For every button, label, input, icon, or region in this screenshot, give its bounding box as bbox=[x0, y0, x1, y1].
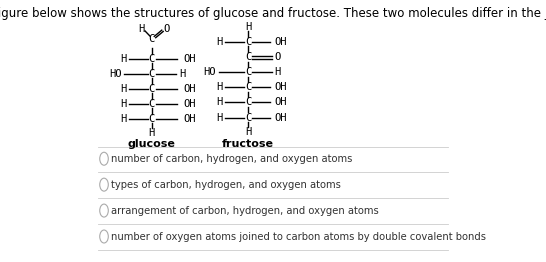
Text: H: H bbox=[179, 69, 185, 79]
Text: fructose: fructose bbox=[222, 139, 274, 149]
Text: OH: OH bbox=[183, 54, 195, 64]
Text: H: H bbox=[216, 83, 223, 92]
Text: types of carbon, hydrogen, and oxygen atoms: types of carbon, hydrogen, and oxygen at… bbox=[111, 180, 341, 190]
Text: OH: OH bbox=[274, 97, 287, 107]
Text: C: C bbox=[149, 99, 155, 109]
Text: H: H bbox=[274, 67, 281, 77]
Text: C: C bbox=[245, 112, 251, 123]
Text: H: H bbox=[120, 99, 126, 109]
Text: O: O bbox=[163, 24, 169, 34]
Text: H: H bbox=[120, 54, 126, 64]
Text: C: C bbox=[149, 84, 155, 94]
Text: C: C bbox=[245, 52, 251, 62]
Text: OH: OH bbox=[274, 83, 287, 92]
Text: OH: OH bbox=[183, 84, 195, 94]
Text: C: C bbox=[149, 54, 155, 64]
Text: H: H bbox=[120, 84, 126, 94]
Text: H: H bbox=[149, 128, 155, 138]
Text: C: C bbox=[149, 34, 155, 44]
Text: C: C bbox=[245, 83, 251, 92]
Text: O: O bbox=[274, 52, 281, 62]
Text: H: H bbox=[245, 127, 251, 137]
Text: H: H bbox=[216, 112, 223, 123]
Text: OH: OH bbox=[183, 99, 195, 109]
Text: C: C bbox=[245, 37, 251, 47]
Text: H: H bbox=[216, 97, 223, 107]
Text: The figure below shows the structures of glucose and fructose. These two molecul: The figure below shows the structures of… bbox=[0, 7, 546, 20]
Text: H: H bbox=[138, 24, 144, 34]
Text: H: H bbox=[120, 114, 126, 124]
Text: OH: OH bbox=[274, 112, 287, 123]
Text: C: C bbox=[245, 67, 251, 77]
Text: OH: OH bbox=[274, 37, 287, 47]
Text: HO: HO bbox=[109, 69, 122, 79]
Text: H: H bbox=[216, 37, 223, 47]
Text: number of carbon, hydrogen, and oxygen atoms: number of carbon, hydrogen, and oxygen a… bbox=[111, 154, 353, 164]
Text: HO: HO bbox=[203, 67, 216, 77]
Text: H: H bbox=[245, 22, 251, 32]
Text: number of oxygen atoms joined to carbon atoms by double covalent bonds: number of oxygen atoms joined to carbon … bbox=[111, 232, 486, 242]
Text: glucose: glucose bbox=[128, 139, 176, 149]
Text: C: C bbox=[149, 69, 155, 79]
Text: arrangement of carbon, hydrogen, and oxygen atoms: arrangement of carbon, hydrogen, and oxy… bbox=[111, 206, 379, 216]
Text: C: C bbox=[149, 114, 155, 124]
Text: C: C bbox=[245, 97, 251, 107]
Text: OH: OH bbox=[183, 114, 195, 124]
